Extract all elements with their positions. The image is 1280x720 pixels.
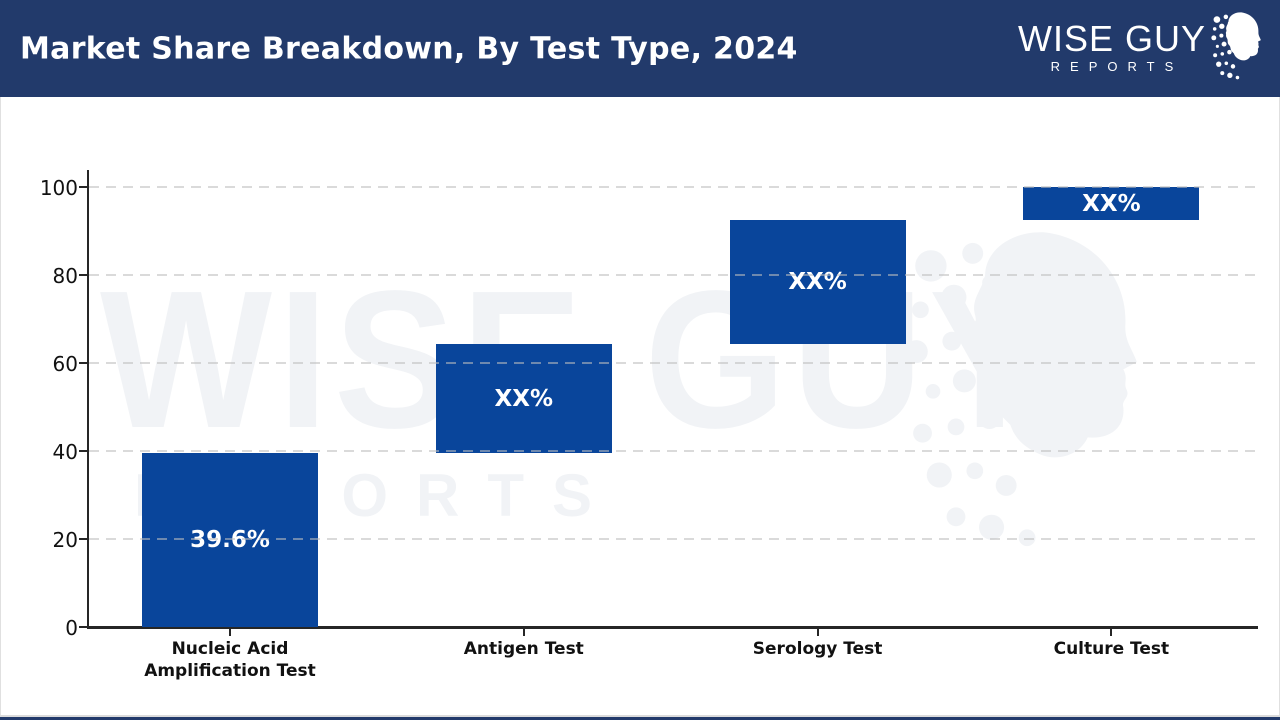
bar-chart: 0 20 40 60 80 100 39.6% Nucleic Acid Amplificati… — [0, 97, 1280, 720]
bar-segment: XX% — [729, 220, 906, 345]
x-tick-mark — [522, 629, 525, 636]
y-tick-label: 40 — [52, 440, 78, 465]
logo-subtext: REPORTS — [1050, 58, 1184, 74]
page-title: Market Share Breakdown, By Test Type, 20… — [20, 31, 798, 66]
bar-value-label: XX% — [494, 385, 554, 412]
x-category-label: Serology Test — [752, 639, 883, 659]
x-category-label: Culture Test — [1053, 639, 1170, 659]
footer-bar — [0, 717, 1280, 720]
brand-logo: WISE GUY REPORTS — [1018, 8, 1266, 86]
bar-segment: XX% — [435, 344, 612, 453]
gridline — [89, 186, 1256, 189]
logo-wordmark: WISE GUY — [1017, 18, 1206, 60]
y-tick-label: 100 — [39, 176, 78, 201]
footer-divider — [0, 715, 1280, 717]
gridline — [89, 274, 1256, 277]
bar-segment: XX% — [1023, 187, 1200, 221]
bar-value-label: XX% — [1082, 190, 1141, 217]
y-tick-mark — [79, 186, 87, 189]
gridline — [89, 450, 1256, 453]
y-tick-mark — [79, 362, 87, 365]
x-tick-mark — [229, 629, 231, 636]
x-tick-mark — [1110, 629, 1113, 636]
gridline — [89, 538, 1256, 541]
y-tick-label: 20 — [52, 528, 78, 553]
x-axis-spine — [87, 626, 1258, 629]
x-category-label: Nucleic Acid Amplification Test — [144, 639, 316, 681]
y-tick-label: 60 — [52, 352, 78, 377]
header-bar: Market Share Breakdown, By Test Type, 20… — [0, 0, 1280, 97]
left-border — [0, 97, 1, 720]
y-tick-mark — [79, 274, 87, 277]
y-tick-mark — [79, 538, 87, 541]
x-category-label: Antigen Test — [463, 639, 584, 659]
y-tick-label: 80 — [52, 264, 78, 289]
y-tick-mark — [79, 626, 87, 628]
brand-logo-text: WISE GUY REPORTS — [1018, 20, 1206, 74]
x-tick-mark — [816, 629, 819, 636]
y-axis-spine — [87, 170, 89, 629]
bar-value-label: XX% — [788, 269, 847, 296]
gridline — [89, 362, 1256, 365]
y-tick-label: 0 — [65, 616, 78, 640]
y-tick-mark — [79, 450, 87, 453]
logo-face-icon — [1211, 12, 1261, 80]
